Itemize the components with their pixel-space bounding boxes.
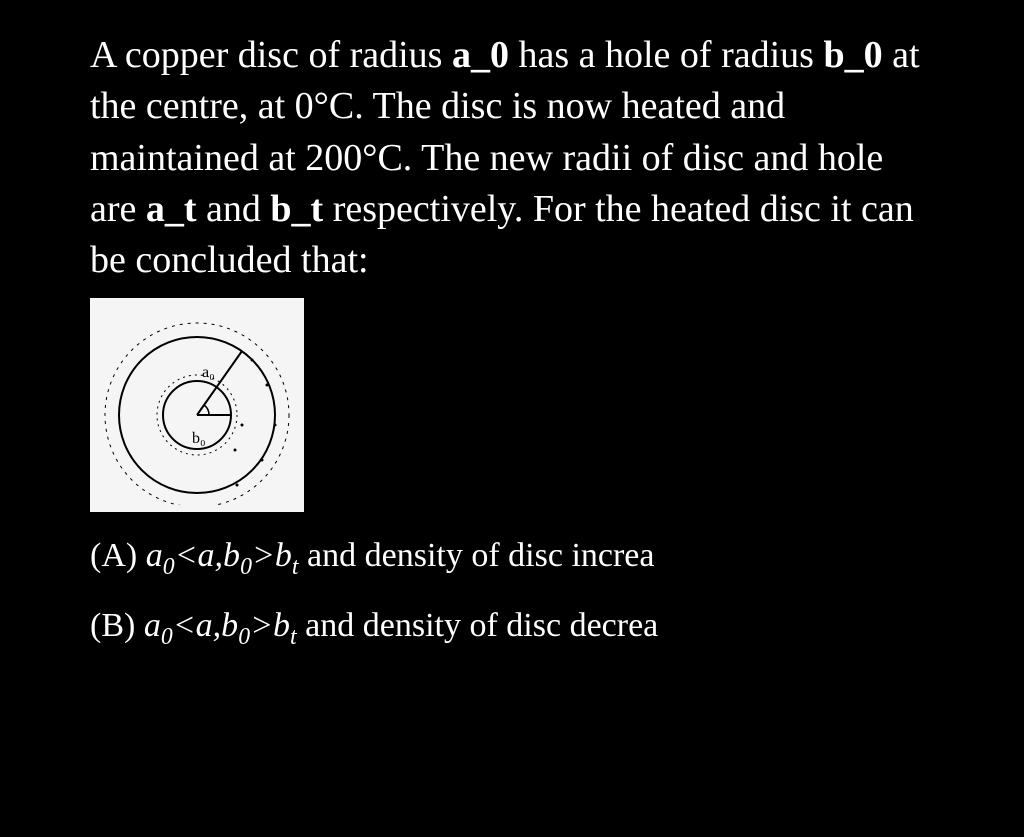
option-a-text: and density of disc increa	[299, 537, 655, 574]
question-var1: a_0	[452, 34, 509, 76]
question-part1: A copper disc of radius	[90, 34, 452, 76]
question-var3: a_t	[146, 188, 197, 230]
option-b-label: (B)	[90, 607, 135, 644]
option-b: (B) a0<a,b0>bt and density of disc decre…	[90, 600, 934, 655]
dot	[236, 484, 239, 487]
dot	[261, 459, 264, 462]
option-a-math: a0<a,b0>bt	[146, 537, 299, 574]
option-a-label: (A)	[90, 537, 137, 574]
disc-diagram: a₀ b₀	[90, 298, 304, 512]
dot	[266, 384, 269, 387]
option-a: (A) a0<a,b0>bt and density of disc incre…	[90, 530, 934, 585]
disc-svg: a₀ b₀	[97, 305, 297, 505]
dot	[241, 424, 244, 427]
option-b-text: and density of disc decrea	[297, 607, 659, 644]
question-var2: b_0	[823, 34, 882, 76]
question-text: A copper disc of radius a_0 has a hole o…	[90, 30, 934, 286]
question-part2: has a hole of radius	[509, 34, 823, 76]
angle-marker	[204, 405, 209, 415]
option-b-math: a0<a,b0>bt	[144, 607, 297, 644]
label-b0: b₀	[192, 430, 206, 447]
question-part4: and	[197, 188, 271, 230]
dot	[251, 359, 254, 362]
dot	[274, 424, 277, 427]
dot	[234, 449, 237, 452]
question-var4: b_t	[270, 188, 323, 230]
label-a0: a₀	[202, 364, 215, 381]
